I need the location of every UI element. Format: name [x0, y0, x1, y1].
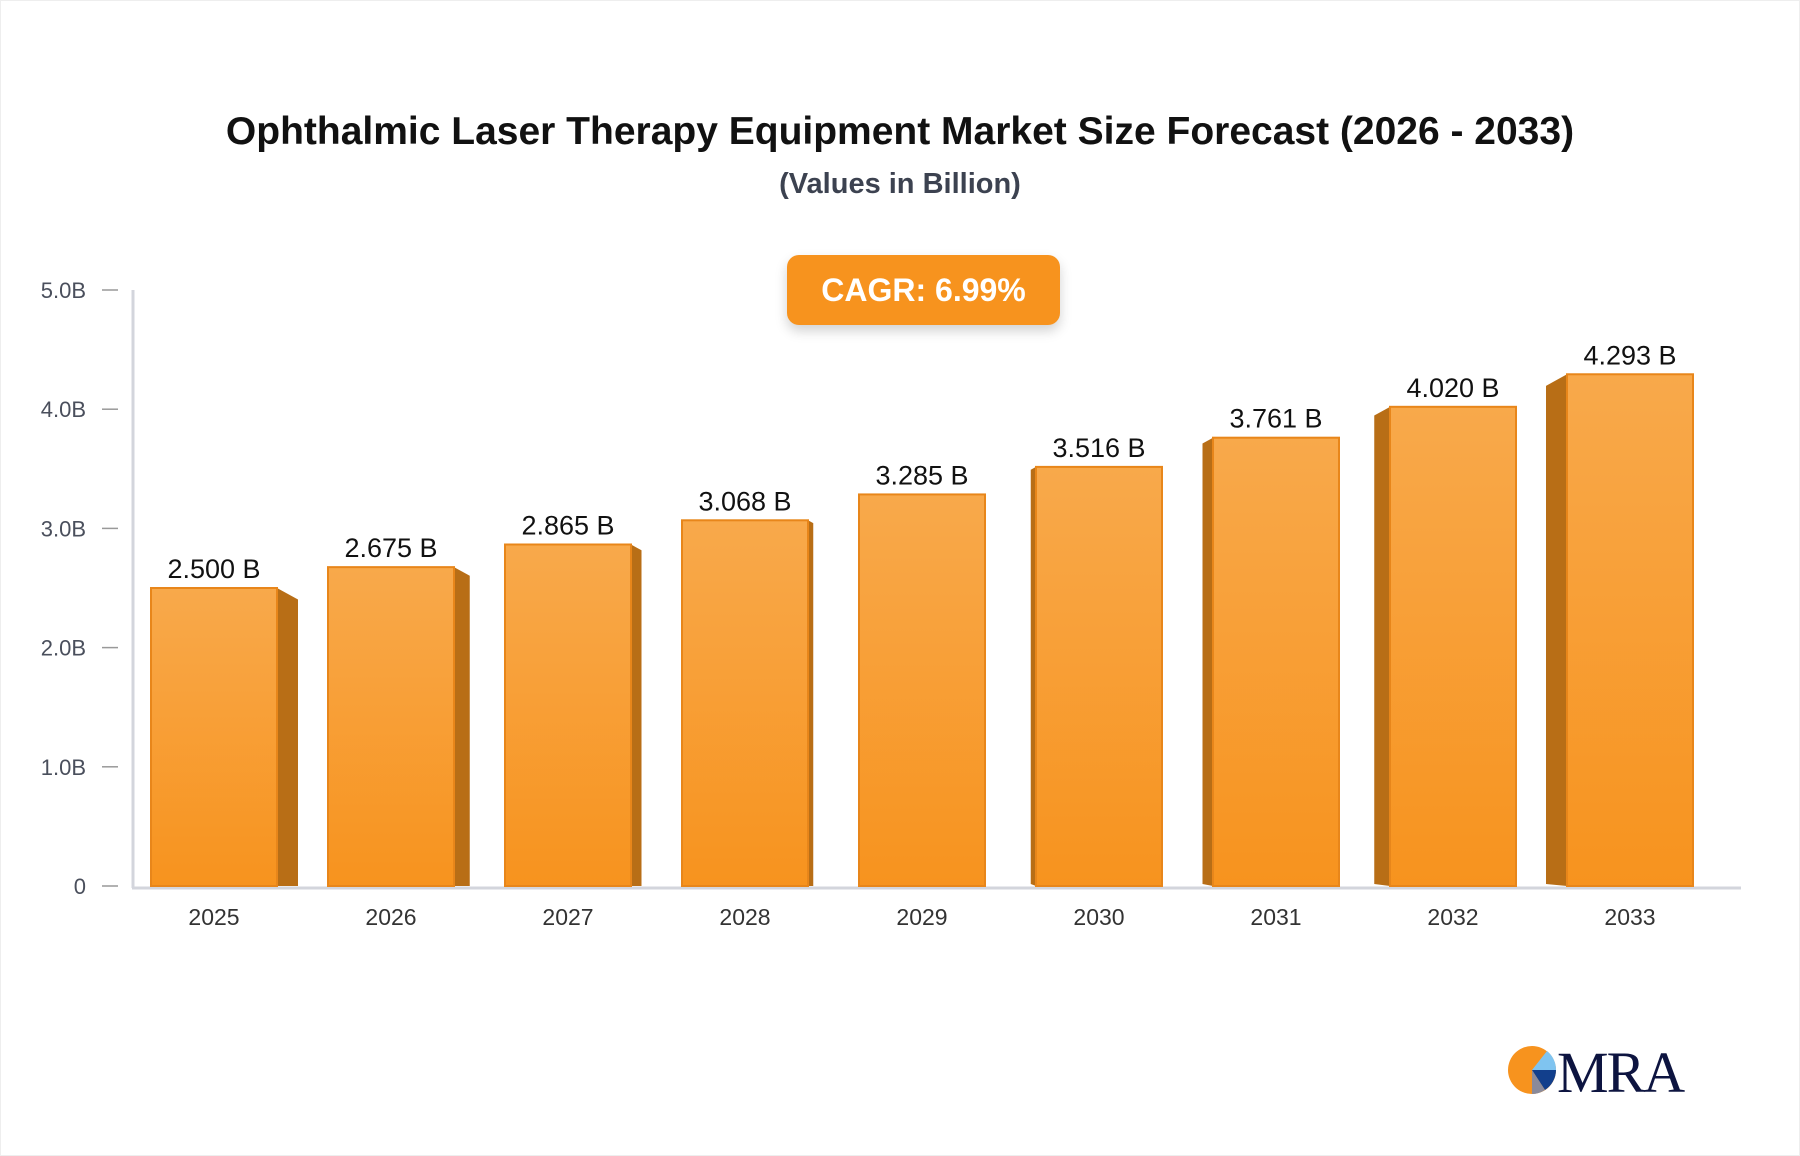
data-label: 4.020 B — [1406, 373, 1499, 403]
bar-group: 3.761 B 2031 — [1202, 404, 1340, 930]
x-tick-label: 2025 — [188, 904, 239, 930]
x-tick-label: 2030 — [1073, 904, 1124, 930]
bar — [681, 519, 809, 887]
y-tick-label: 3.0B — [41, 516, 86, 541]
chart-subtitle: (Values in Billion) — [779, 168, 1021, 200]
bar-group: 2.500 B 2025 — [150, 554, 298, 930]
y-tick-label: 1.0B — [41, 755, 86, 780]
bar-side — [454, 567, 470, 886]
x-tick-label: 2026 — [365, 904, 416, 930]
bar-side — [631, 544, 642, 886]
chart-title: Ophthalmic Laser Therapy Equipment Marke… — [225, 110, 1575, 153]
bar-side — [808, 520, 814, 886]
y-tick-label: 2.0B — [41, 636, 86, 661]
data-label: 3.285 B — [875, 460, 968, 490]
bar-group: 3.516 B 2030 — [1030, 433, 1163, 930]
bar-side — [277, 588, 298, 886]
bar — [1035, 465, 1163, 887]
bar-group: 2.675 B 2026 — [327, 533, 470, 930]
bar — [1566, 373, 1694, 887]
data-label: 3.068 B — [698, 486, 791, 516]
bar-group: 4.293 B 2033 — [1546, 340, 1694, 930]
bar-group: 3.068 B 2028 — [681, 486, 814, 930]
bar-side — [1374, 406, 1390, 886]
bar — [327, 566, 455, 887]
bar — [150, 587, 278, 887]
bar-side — [1030, 466, 1036, 886]
x-tick-label: 2029 — [896, 904, 947, 930]
bar-side — [1546, 374, 1567, 886]
bar-side — [1202, 437, 1213, 886]
data-label: 4.293 B — [1583, 340, 1676, 370]
bar — [858, 493, 986, 887]
mra-logo: MRA — [1508, 1040, 1687, 1100]
data-label: 3.761 B — [1229, 404, 1322, 434]
x-tick-label: 2032 — [1427, 904, 1478, 930]
y-tick-label: 5.0B — [41, 278, 86, 303]
x-tick-label: 2033 — [1604, 904, 1655, 930]
bar — [1212, 436, 1340, 887]
svg-text:MRA: MRA — [1557, 1040, 1685, 1100]
x-tick-label: 2028 — [719, 904, 770, 930]
x-tick-label: 2031 — [1250, 904, 1301, 930]
bar — [1389, 405, 1517, 887]
bar-group: 3.285 B 2029 — [858, 460, 986, 930]
bar-group: 2.865 B 2027 — [504, 510, 642, 930]
x-tick-label: 2027 — [542, 904, 593, 930]
y-tick-label: 0 — [74, 874, 86, 899]
data-label: 2.865 B — [521, 510, 614, 540]
data-label: 3.516 B — [1052, 433, 1145, 463]
data-label: 2.500 B — [167, 554, 260, 584]
cagr-badge: CAGR: 6.99% — [787, 255, 1060, 325]
y-tick-label: 4.0B — [41, 397, 86, 422]
bar — [504, 543, 632, 887]
data-label: 2.675 B — [344, 533, 437, 563]
bar-group: 4.020 B 2032 — [1374, 373, 1517, 930]
